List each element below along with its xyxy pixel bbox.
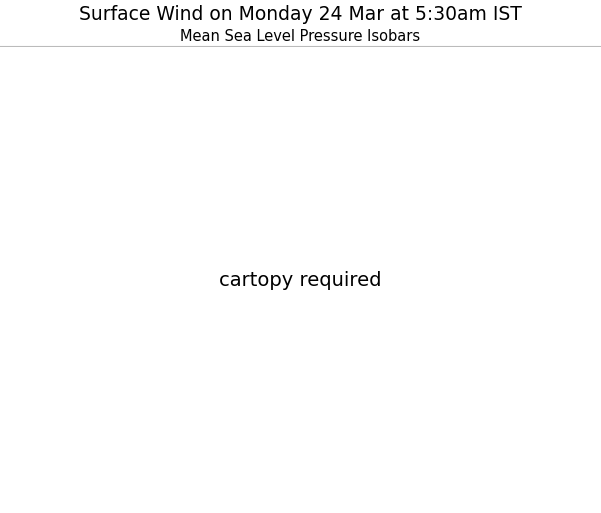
Text: Surface Wind on Monday 24 Mar at 5:30am IST: Surface Wind on Monday 24 Mar at 5:30am … bbox=[79, 5, 522, 24]
Text: Mean Sea Level Pressure Isobars: Mean Sea Level Pressure Isobars bbox=[180, 29, 421, 44]
Text: cartopy required: cartopy required bbox=[219, 270, 382, 290]
